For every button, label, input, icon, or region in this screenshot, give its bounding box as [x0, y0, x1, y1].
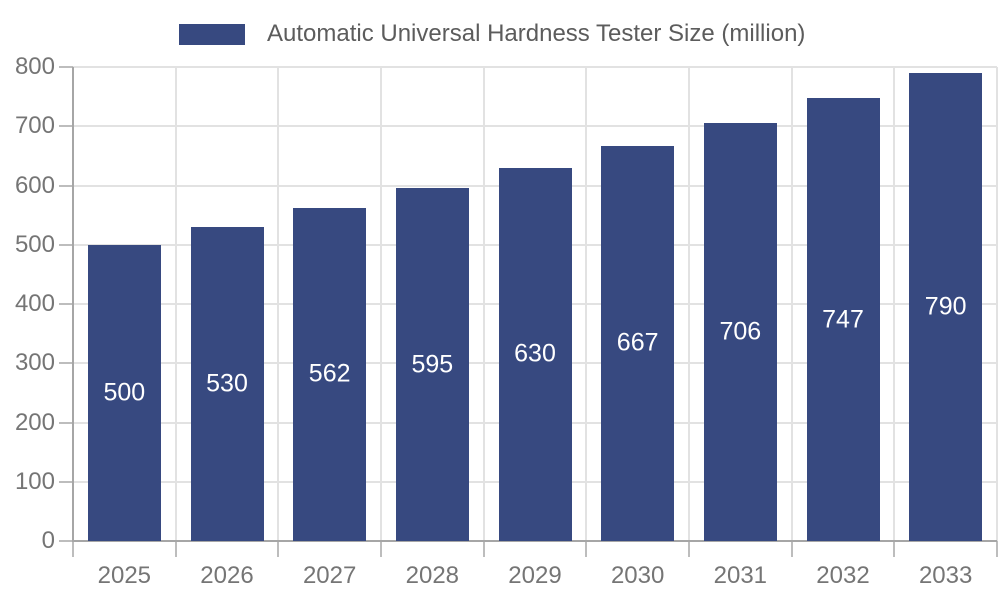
- y-tick-label: 800: [14, 53, 55, 80]
- x-tick-label: 2030: [610, 562, 665, 589]
- legend-swatch: [179, 23, 245, 45]
- legend: Automatic Universal Hardness Tester Size…: [179, 20, 806, 47]
- x-tick: [72, 541, 74, 557]
- bar-value-label: 530: [206, 369, 248, 398]
- y-tick-label: 300: [14, 349, 55, 377]
- v-gridline: [893, 67, 896, 541]
- x-tick-label: 2033: [918, 562, 973, 589]
- v-gridline: [585, 67, 588, 541]
- y-tick-label: 500: [14, 230, 55, 258]
- y-tick: [59, 243, 73, 246]
- v-gridline: [380, 67, 382, 541]
- y-tick: [59, 184, 73, 187]
- x-tick: [174, 541, 177, 557]
- y-tick-label: 400: [14, 290, 55, 317]
- x-tick: [277, 541, 280, 557]
- bar-value-label: 595: [411, 350, 454, 379]
- v-gridline: [790, 67, 793, 541]
- v-gridline: [174, 67, 177, 541]
- y-tick: [59, 421, 73, 424]
- bar: 790: [909, 72, 983, 541]
- h-gridline: [73, 66, 997, 68]
- bar: 747: [806, 98, 880, 541]
- bar: 595: [395, 188, 469, 541]
- x-tick: [585, 541, 588, 557]
- x-tick: [380, 541, 382, 557]
- x-tick: [893, 541, 896, 557]
- x-tick-label: 2027: [302, 562, 357, 589]
- x-tick-label: 2025: [97, 562, 152, 589]
- v-gridline: [277, 67, 280, 541]
- bar: 562: [293, 208, 367, 541]
- bar-value-label: 562: [308, 359, 351, 388]
- bar-value-label: 667: [616, 328, 659, 357]
- y-tick: [59, 303, 73, 305]
- bar-value-label: 747: [822, 305, 864, 334]
- x-tick-label: 2029: [508, 562, 562, 589]
- bar: 500: [87, 244, 161, 541]
- y-tick: [59, 66, 73, 68]
- y-tick: [59, 125, 73, 128]
- v-gridline: [482, 67, 485, 541]
- h-gridline: [73, 125, 997, 128]
- bar-value-label: 790: [924, 292, 967, 321]
- x-tick-label: 2026: [200, 562, 254, 589]
- y-tick-label: 600: [14, 171, 55, 199]
- y-tick: [59, 480, 73, 483]
- legend-label: Automatic Universal Hardness Tester Size…: [267, 20, 806, 47]
- bar-value-label: 630: [514, 339, 556, 368]
- x-tick-label: 2031: [713, 562, 768, 589]
- bar: 630: [498, 167, 572, 541]
- x-axis-line: [72, 540, 997, 542]
- y-tick: [59, 362, 73, 365]
- x-tick: [996, 541, 998, 557]
- x-tick-label: 2032: [816, 562, 870, 589]
- bar: 706: [703, 122, 777, 541]
- bar: 667: [601, 145, 675, 541]
- y-axis-line: [72, 67, 74, 541]
- x-tick: [482, 541, 485, 557]
- bar-value-label: 500: [103, 378, 146, 407]
- v-gridline: [996, 67, 998, 541]
- bar: 530: [190, 226, 264, 541]
- y-tick: [59, 540, 73, 542]
- y-tick-label: 200: [14, 408, 55, 436]
- x-tick: [688, 541, 690, 557]
- y-tick-label: 0: [41, 527, 55, 554]
- x-tick: [790, 541, 793, 557]
- y-tick-label: 100: [14, 467, 55, 495]
- x-tick-label: 2028: [405, 562, 460, 589]
- y-tick-label: 700: [14, 112, 55, 140]
- v-gridline: [688, 67, 690, 541]
- bar-value-label: 706: [719, 317, 762, 346]
